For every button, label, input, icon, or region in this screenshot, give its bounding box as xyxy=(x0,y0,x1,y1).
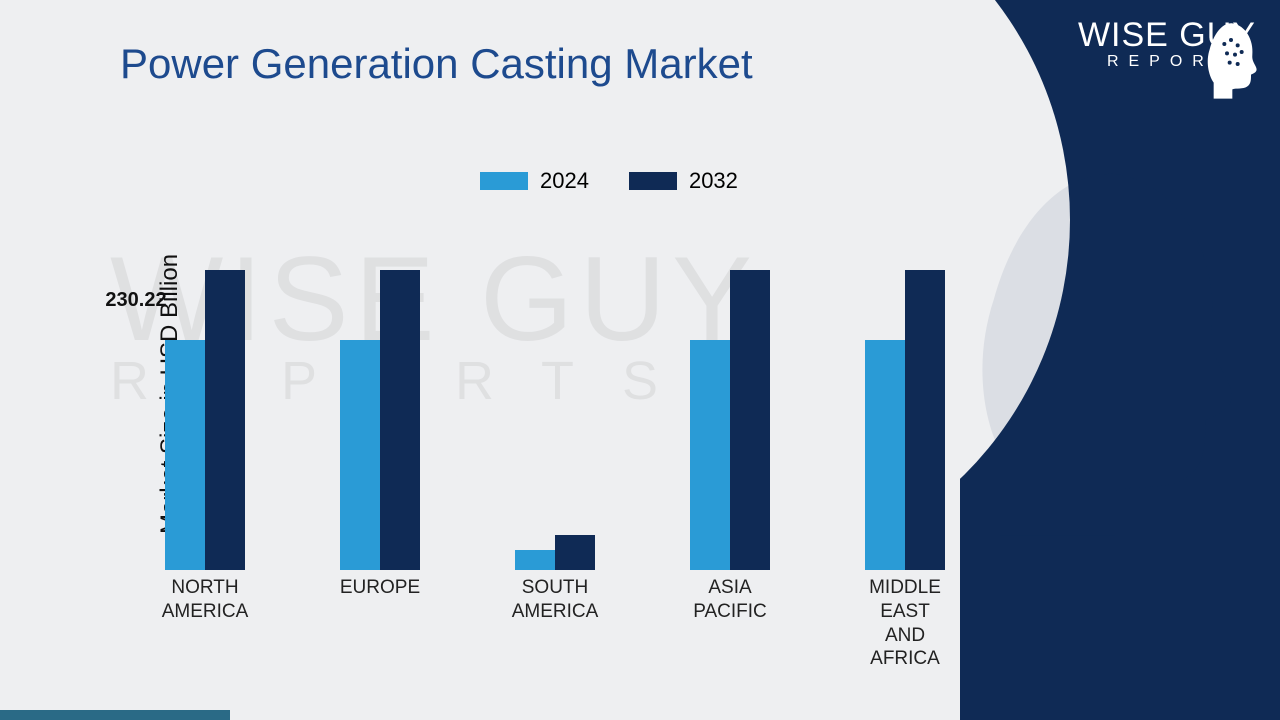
bar xyxy=(205,270,245,570)
category-label: MIDDLEEASTANDAFRICA xyxy=(830,576,980,671)
legend-swatch-2032 xyxy=(629,172,677,190)
head-silhouette-ghost xyxy=(930,150,1250,550)
bar xyxy=(865,340,905,570)
bars xyxy=(140,200,270,570)
bar-group: SOUTHAMERICA xyxy=(490,200,620,570)
legend-swatch-2024 xyxy=(480,172,528,190)
brand-logo: WISE GUY REPORTS xyxy=(976,16,1256,71)
legend-item-2024: 2024 xyxy=(480,168,589,194)
bar-group: MIDDLEEASTANDAFRICA xyxy=(840,200,970,570)
bar-group: ASIAPACIFIC xyxy=(665,200,795,570)
bar xyxy=(380,270,420,570)
bar xyxy=(730,270,770,570)
bottom-accent-bar xyxy=(0,710,230,720)
bars xyxy=(840,200,970,570)
bar xyxy=(515,550,555,570)
legend-item-2032: 2032 xyxy=(629,168,738,194)
bar-value-label: 230.22 xyxy=(91,289,181,312)
bar xyxy=(165,340,205,570)
bar-group: EUROPE xyxy=(315,200,445,570)
category-label: SOUTHAMERICA xyxy=(480,576,630,624)
bar xyxy=(690,340,730,570)
category-label: ASIAPACIFIC xyxy=(655,576,805,624)
bars xyxy=(665,200,795,570)
category-label: NORTHAMERICA xyxy=(130,576,280,624)
chart-title: Power Generation Casting Market xyxy=(120,40,753,88)
legend: 2024 2032 xyxy=(480,168,738,194)
legend-label-2032: 2032 xyxy=(689,168,738,194)
canvas: WISE GUY REPORTS Power Generation Castin… xyxy=(0,0,1280,720)
bar-group: 230.22NORTHAMERICA xyxy=(140,200,270,570)
category-label: EUROPE xyxy=(305,576,455,600)
plot-area: 230.22NORTHAMERICA EUROPE SOUTHAMERICA ASIA… xyxy=(100,200,950,570)
bar xyxy=(340,340,380,570)
bar xyxy=(555,535,595,570)
bars xyxy=(315,200,445,570)
bars xyxy=(490,200,620,570)
bar xyxy=(905,270,945,570)
legend-label-2024: 2024 xyxy=(540,168,589,194)
brand-head-icon xyxy=(1192,20,1262,100)
